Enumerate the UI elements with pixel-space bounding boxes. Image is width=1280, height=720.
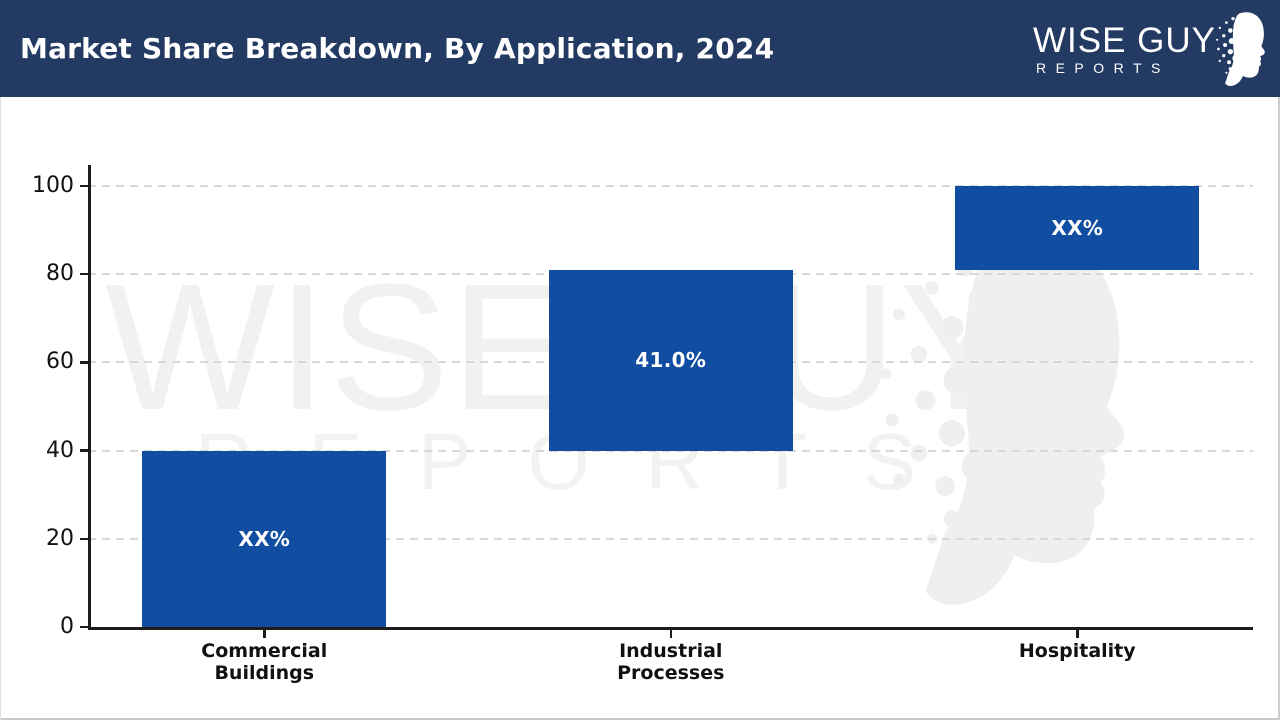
y-axis-tick-label-100: 100 bbox=[32, 173, 74, 198]
bar-value-label: XX% bbox=[238, 526, 291, 551]
y-axis-tick-mark bbox=[80, 361, 88, 364]
bar-industrial-processes: 41.0% bbox=[548, 269, 793, 451]
gridline-y40 bbox=[88, 449, 1253, 452]
y-axis-tick-label-20: 20 bbox=[46, 525, 74, 551]
chart-title: Market Share Breakdown, By Application, … bbox=[20, 32, 775, 65]
y-axis-tick-mark bbox=[80, 449, 88, 452]
y-axis-tick-mark bbox=[80, 184, 88, 188]
x-axis-line bbox=[88, 627, 1253, 630]
x-axis-category-label: Industrial Processes bbox=[617, 640, 724, 684]
x-axis-category-label-line: Industrial bbox=[619, 640, 723, 662]
x-axis-category-label-line: Commercial bbox=[201, 640, 328, 662]
x-axis-category-label: Commercial Buildings bbox=[201, 640, 327, 684]
image-right-border bbox=[1278, 97, 1280, 720]
bar-hospitality: XX% bbox=[955, 186, 1200, 270]
bar-value-label: XX% bbox=[1051, 215, 1104, 240]
logo-text: WISE GUY REPORTS bbox=[1033, 23, 1216, 75]
y-axis-tick-label-40: 40 bbox=[46, 437, 74, 463]
x-axis-category-label-line: Processes bbox=[617, 662, 725, 684]
y-axis-line bbox=[88, 165, 91, 630]
gridline-y20 bbox=[88, 537, 1253, 540]
y-axis-tick-label-60: 60 bbox=[46, 349, 74, 375]
y-axis-tick-mark bbox=[80, 272, 88, 276]
logo-reports-text: REPORTS bbox=[1035, 59, 1170, 76]
wise-guy-reports-logo: WISE GUY REPORTS bbox=[1033, 9, 1266, 89]
logo-wiseguy-text: WISE GUY bbox=[1032, 20, 1216, 60]
x-axis-category-label: Hospitality bbox=[1019, 640, 1136, 662]
image-left-border bbox=[0, 97, 1, 720]
image-bottom-border bbox=[0, 718, 1280, 720]
x-axis-tick-mark bbox=[669, 630, 672, 638]
y-axis-tick-label-0: 0 bbox=[60, 614, 74, 639]
x-axis-category-label-line: Buildings bbox=[214, 662, 315, 684]
x-axis-category-label-line: Hospitality bbox=[1018, 640, 1136, 662]
gridline-y100 bbox=[88, 185, 1253, 187]
y-axis-tick-mark bbox=[80, 625, 88, 629]
x-axis-tick-mark bbox=[263, 630, 266, 638]
header-bar: Market Share Breakdown, By Application, … bbox=[0, 0, 1280, 97]
y-axis-tick-mark bbox=[80, 537, 88, 541]
bar-commercial-buildings: XX% bbox=[142, 450, 387, 627]
y-axis-tick-label-80: 80 bbox=[46, 261, 74, 287]
x-axis-tick-mark bbox=[1076, 630, 1079, 638]
bar-value-label: 41.0% bbox=[635, 348, 707, 373]
